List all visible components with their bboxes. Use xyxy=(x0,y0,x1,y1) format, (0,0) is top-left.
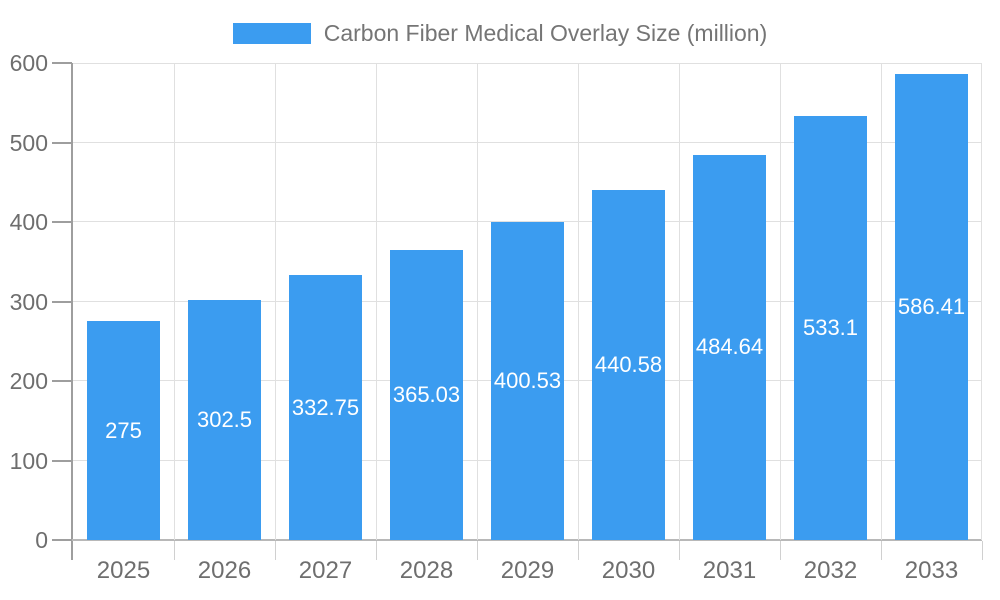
x-tick-label: 2027 xyxy=(298,557,353,584)
y-tick-label: 600 xyxy=(9,50,48,76)
bar[interactable] xyxy=(592,189,665,540)
x-axis-tick xyxy=(376,541,377,560)
bar[interactable] xyxy=(693,154,766,540)
x-axis-tick xyxy=(174,541,175,560)
x-axis-tick xyxy=(679,541,680,560)
x-tick-label: 2029 xyxy=(500,557,555,584)
x-tick-label: 2025 xyxy=(96,557,151,584)
plot-area: 275 302.5 332.75 365.03 400.53 440.58 484.64 53… xyxy=(73,63,982,540)
y-tick-label: 400 xyxy=(9,209,48,235)
x-axis-tick xyxy=(275,541,276,560)
bar[interactable] xyxy=(289,275,362,540)
gridline-vertical xyxy=(376,63,377,540)
bar-value-label: 586.41 xyxy=(897,293,966,319)
bar-value-label: 484.64 xyxy=(695,334,764,360)
bar[interactable] xyxy=(188,299,261,540)
bar-value-label: 365.03 xyxy=(392,381,461,407)
chart-legend[interactable]: Carbon Fiber Medical Overlay Size (milli… xyxy=(0,12,1000,54)
y-axis-tick xyxy=(52,141,72,144)
x-axis-tick xyxy=(982,541,983,560)
bar[interactable] xyxy=(895,73,968,540)
bar-value-label: 302.5 xyxy=(196,406,253,432)
x-tick-label: 2030 xyxy=(601,557,656,584)
gridline-vertical xyxy=(780,63,781,540)
gridline-vertical xyxy=(275,63,276,540)
y-axis-line xyxy=(71,63,73,560)
y-axis-tick xyxy=(52,539,72,541)
x-axis-tick xyxy=(780,541,781,560)
gridline-vertical xyxy=(477,63,478,540)
x-tick-label: 2033 xyxy=(904,557,959,584)
legend-label: Carbon Fiber Medical Overlay Size (milli… xyxy=(323,19,768,46)
y-axis-tick xyxy=(52,221,72,223)
y-tick-label: 0 xyxy=(35,527,48,553)
x-tick-label: 2032 xyxy=(803,557,858,584)
gridline-vertical xyxy=(679,63,680,540)
gridline-horizontal xyxy=(73,63,982,64)
gridline-vertical xyxy=(881,63,882,540)
x-axis-tick xyxy=(578,541,579,560)
y-axis-tick xyxy=(52,459,72,462)
gridline-vertical xyxy=(981,63,982,540)
x-tick-label: 2031 xyxy=(702,557,757,584)
x-axis-line xyxy=(71,539,982,541)
bar-value-label: 533.1 xyxy=(802,315,859,341)
y-tick-label: 500 xyxy=(9,129,48,156)
bar-value-label: 440.58 xyxy=(594,351,663,377)
y-tick-label: 300 xyxy=(9,288,48,315)
bar-value-label: 400.53 xyxy=(493,367,562,393)
gridline-horizontal xyxy=(73,221,982,222)
y-tick-label: 100 xyxy=(9,447,48,474)
legend-swatch-icon xyxy=(232,22,311,44)
y-axis-tick xyxy=(52,300,72,303)
bar[interactable] xyxy=(390,249,463,540)
bar[interactable] xyxy=(794,116,867,540)
x-axis-tick xyxy=(881,541,882,560)
x-tick-label: 2026 xyxy=(197,557,252,584)
y-axis-tick xyxy=(52,380,72,382)
bar[interactable] xyxy=(491,221,564,540)
x-axis-tick xyxy=(477,541,478,560)
bar[interactable] xyxy=(87,321,160,540)
gridline-vertical xyxy=(578,63,579,540)
y-axis-tick xyxy=(52,62,72,64)
y-tick-label: 200 xyxy=(9,368,48,394)
x-tick-label: 2028 xyxy=(399,557,454,584)
bar-value-label: 275 xyxy=(105,417,142,443)
gridline-horizontal xyxy=(73,141,982,143)
gridline-vertical xyxy=(174,63,175,540)
bar-value-label: 332.75 xyxy=(291,394,360,420)
